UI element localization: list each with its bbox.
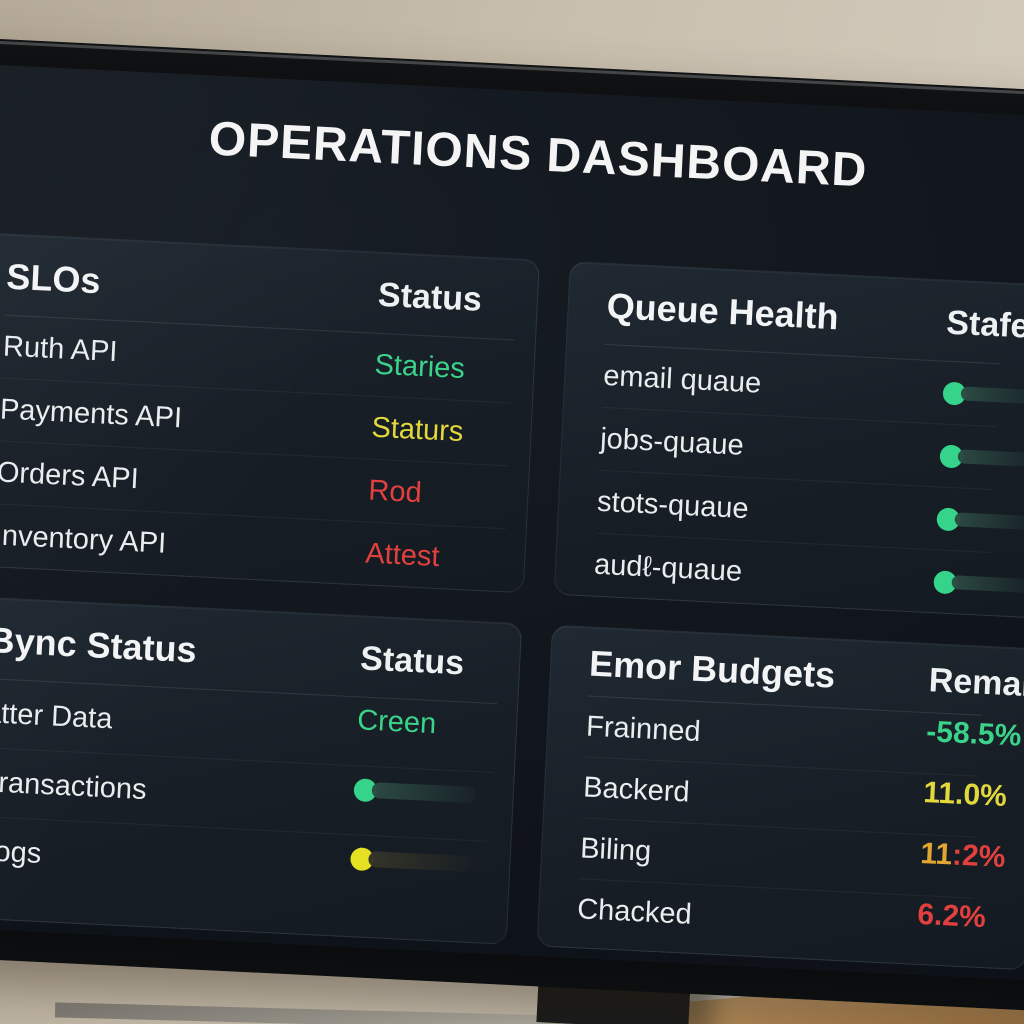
panel-sync-status: Bync Status Status atter Data Creen Tran… bbox=[0, 591, 523, 945]
health-meter bbox=[942, 381, 1024, 409]
row-label: Backerd bbox=[582, 770, 691, 809]
row-label: Frainned bbox=[585, 709, 702, 748]
panel-queue-health: Queue Health Stafe email quaue jobs-quau… bbox=[553, 261, 1024, 619]
row-label: Logs bbox=[0, 834, 43, 870]
dashboard-screen: OPERATIONS DASHBOARD SLOs Status Ruth AP… bbox=[0, 60, 1024, 986]
row-label: atter Data bbox=[0, 696, 114, 735]
column-header: Remaining bbox=[928, 660, 1024, 708]
column-header: Stafe bbox=[945, 303, 1024, 346]
panels-grid: SLOs Status Ruth API Staries Payments AP… bbox=[0, 227, 1024, 976]
health-meter bbox=[936, 506, 1024, 535]
panel-title: Queue Health bbox=[605, 285, 840, 338]
status-text: Staries bbox=[373, 348, 466, 385]
row-label: Orders API bbox=[0, 455, 140, 495]
meter-bar-icon bbox=[368, 851, 473, 873]
meter-bar-icon bbox=[954, 512, 1024, 531]
status-text: Rod bbox=[367, 474, 423, 509]
row-label: Inventory API bbox=[0, 518, 167, 560]
status-text: Attest bbox=[364, 537, 441, 573]
meter-bar-icon bbox=[371, 782, 477, 804]
budget-value: 11.0% bbox=[922, 776, 1008, 814]
panel-slos: SLOs Status Ruth API Staries Payments AP… bbox=[0, 227, 540, 594]
wall-strip bbox=[54, 1002, 561, 1024]
column-header: Status bbox=[377, 275, 483, 319]
row-label: jobs-quaue bbox=[599, 422, 745, 462]
panel-title: Bync Status bbox=[0, 619, 198, 671]
row-label: stots-quaue bbox=[596, 485, 750, 525]
monitor-bezel: OPERATIONS DASHBOARD SLOs Status Ruth AP… bbox=[0, 32, 1024, 1018]
meter-bar-icon bbox=[951, 575, 1024, 593]
health-meter bbox=[933, 569, 1024, 598]
meter-bar-icon bbox=[960, 386, 1024, 405]
meter-bar-icon bbox=[957, 449, 1024, 468]
budget-value: -58.5% bbox=[925, 715, 1023, 753]
budget-value: 11:2% bbox=[919, 836, 1007, 875]
column-header: Status bbox=[359, 638, 466, 682]
panel-title: Emor Budgets bbox=[588, 642, 837, 696]
row-label: Payments API bbox=[0, 392, 183, 434]
panel-error-budgets: Emor Budgets Remaining Frainned -58.5% B… bbox=[536, 624, 1024, 971]
row-label: Transactions bbox=[0, 765, 148, 806]
panel-title: SLOs bbox=[5, 255, 102, 302]
health-meter bbox=[939, 443, 1024, 472]
budget-value: 6.2% bbox=[916, 897, 987, 935]
row-label: audℓ-quaue bbox=[593, 548, 743, 588]
row-label: Biling bbox=[579, 831, 652, 868]
row-label: email quaue bbox=[602, 359, 763, 400]
row-label: Chacked bbox=[576, 892, 693, 931]
health-meter bbox=[349, 846, 490, 877]
row-label: Ruth API bbox=[2, 330, 119, 368]
status-text: Creen bbox=[356, 703, 437, 740]
health-meter bbox=[353, 777, 493, 808]
status-text: Staturs bbox=[370, 411, 465, 448]
dashboard-title: OPERATIONS DASHBOARD bbox=[207, 112, 869, 198]
